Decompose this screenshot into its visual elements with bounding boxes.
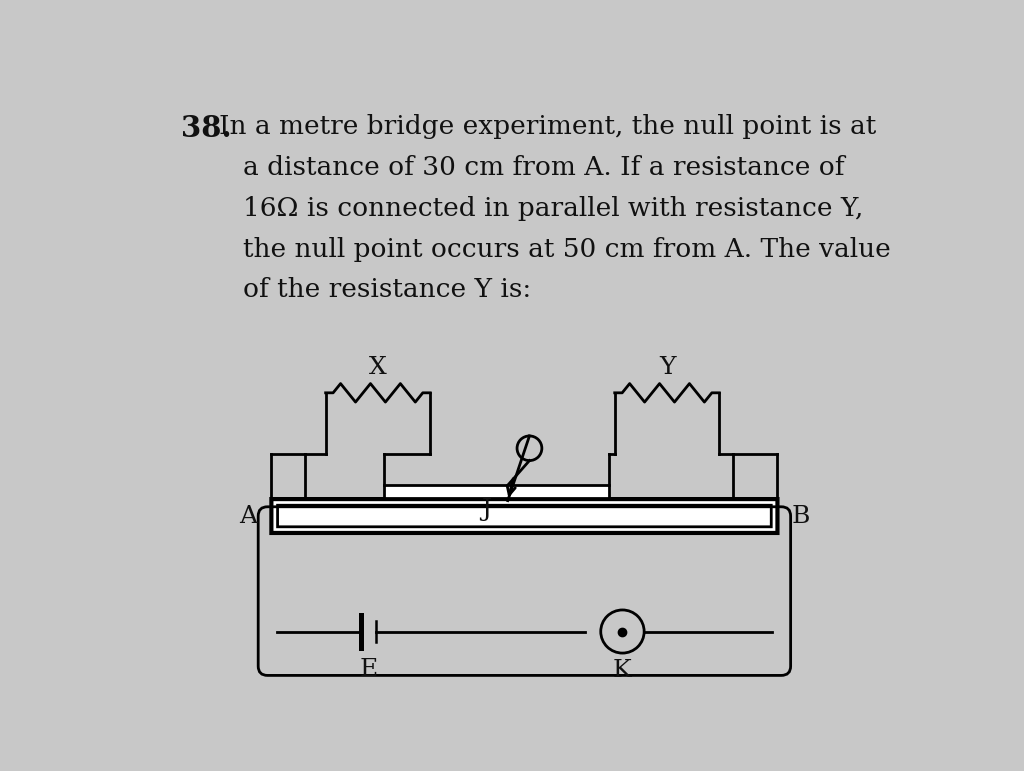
Text: of the resistance Y is:: of the resistance Y is: [243,278,531,302]
FancyBboxPatch shape [384,485,608,498]
Text: Y: Y [658,356,675,379]
Text: X: X [369,356,387,379]
Text: the null point occurs at 50 cm from A. The value: the null point occurs at 50 cm from A. T… [243,237,891,261]
Text: A: A [240,504,257,527]
Text: 38.: 38. [180,114,231,143]
FancyBboxPatch shape [271,499,777,533]
Text: B: B [792,504,810,527]
Text: 16Ω is connected in parallel with resistance Y,: 16Ω is connected in parallel with resist… [243,196,863,221]
Text: K: K [613,659,632,682]
Text: a distance of 30 cm from A. If a resistance of: a distance of 30 cm from A. If a resista… [243,155,844,180]
Text: In a metre bridge experiment, the null point is at: In a metre bridge experiment, the null p… [219,114,877,139]
Text: E: E [359,658,378,682]
Text: J: J [480,498,490,521]
